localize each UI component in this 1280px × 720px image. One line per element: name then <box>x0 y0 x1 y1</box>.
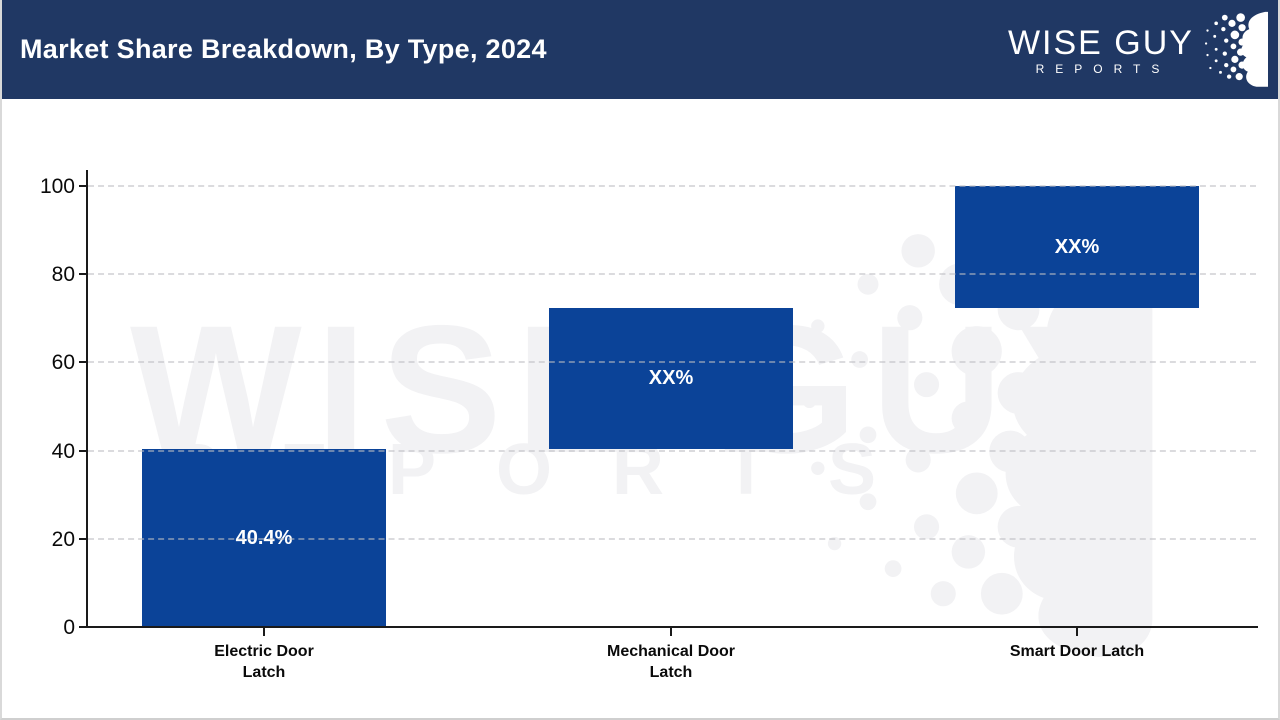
gridline <box>88 273 1256 276</box>
x-axis-tick <box>263 628 265 636</box>
gridline <box>88 361 1256 364</box>
y-axis-tick-label: 80 <box>51 263 75 287</box>
gridline <box>88 449 1256 452</box>
category-label: Smart Door Latch <box>967 641 1187 662</box>
watermark-head-profile-icon <box>802 225 1153 658</box>
y-axis-tick <box>79 537 87 540</box>
category-label-line: Smart Door Latch <box>1009 643 1145 660</box>
x-axis-line <box>86 626 1258 628</box>
y-axis-tick <box>79 361 87 364</box>
chart-area: WISE GUY REPORTS 40.4% XX% XX% 0 20 40 60 80 100… <box>0 99 1280 720</box>
chart-title: Market Share Breakdown, By Type, 2024 <box>20 34 547 64</box>
y-axis-tick-label: 0 <box>63 616 75 639</box>
category-label-line: Latch <box>242 664 286 681</box>
bar-segment <box>549 308 793 449</box>
gridline <box>88 185 1256 187</box>
brand-subtext: REPORTS <box>1035 61 1171 76</box>
bar-value-label: XX% <box>648 367 694 390</box>
bar-segment <box>955 186 1199 309</box>
y-axis-tick <box>79 273 87 276</box>
category-label-line: Electric Door <box>214 643 314 660</box>
y-axis-line <box>86 170 88 628</box>
y-axis-tick-label: 60 <box>51 351 75 375</box>
category-label-line: Mechanical Door <box>606 643 736 660</box>
y-axis-tick-label: 20 <box>51 527 75 551</box>
y-axis-tick <box>79 449 87 452</box>
category-label: Mechanical Door Latch <box>561 641 781 683</box>
brand-logo-text: WISE GUY REPORTS <box>1008 26 1194 75</box>
brand-logo: WISE GUY REPORTS <box>998 6 1268 94</box>
y-axis-tick-label: 40 <box>51 439 75 463</box>
brand-wordmark: WISE GUY <box>1007 23 1194 62</box>
y-axis-tick <box>79 626 87 628</box>
gridline <box>88 537 1256 540</box>
header: Market Share Breakdown, By Type, 2024 WI… <box>0 0 1280 99</box>
x-axis-tick <box>1076 628 1078 636</box>
category-label: Electric Door Latch <box>154 641 374 683</box>
x-axis-tick <box>670 628 672 636</box>
category-label-line: Latch <box>649 664 693 681</box>
bar-value-label: XX% <box>1054 236 1100 259</box>
y-axis-tick <box>79 185 87 187</box>
y-axis-tick-label: 100 <box>39 175 75 198</box>
dotted-head-profile-icon <box>1204 11 1268 87</box>
